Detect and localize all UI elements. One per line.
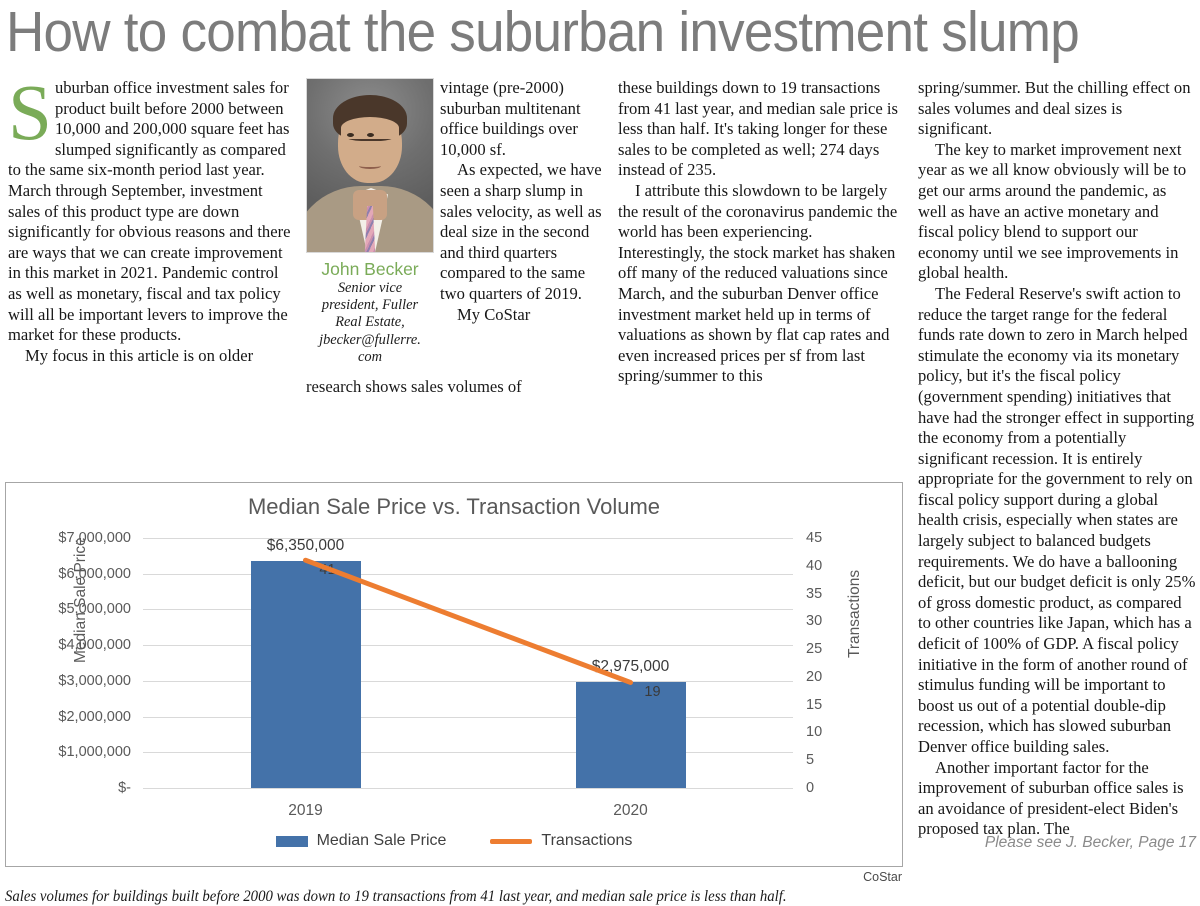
article-paragraph: As expected, we have seen a sharp slump … xyxy=(440,160,602,303)
chart-gridline xyxy=(143,573,793,575)
legend-label: Transactions xyxy=(541,832,633,849)
photo-eye-right xyxy=(367,133,374,137)
continued-notice: Please see J. Becker, Page 17 xyxy=(984,834,1196,851)
author-email-cont: com xyxy=(358,348,382,365)
chart-y-axis-right-title: Transactions xyxy=(846,569,863,658)
article-paragraph: these buildings down to 19 transactions … xyxy=(618,78,898,180)
chart-y-tick-left: $- xyxy=(118,780,131,796)
chart-y-tick-right: 45 xyxy=(806,530,823,546)
chart-y-tick-left: $2,000,000 xyxy=(58,708,131,725)
chart-gridline xyxy=(143,752,793,754)
chart-line-data-label: 41 xyxy=(319,562,336,579)
article-paragraph: The key to market improvement next year … xyxy=(918,139,1187,283)
chart-y-tick-right: 0 xyxy=(806,780,815,796)
article-paragraph: My CoStar xyxy=(457,304,531,324)
chart-y-tick-left: $1,000,000 xyxy=(58,744,131,761)
legend-line-swatch-icon xyxy=(490,838,533,844)
chart-gridline xyxy=(143,538,793,539)
article-column-2-wrap-line: research shows sales volumes of xyxy=(306,377,522,396)
paragraph-text: uburban office investment sales for prod… xyxy=(8,78,291,345)
chart-y-tick-left: $6,000,000 xyxy=(58,565,131,582)
page-title: How to combat the suburban investment sl… xyxy=(6,0,1080,64)
chart-y-tick-right: 10 xyxy=(806,724,823,741)
chart-y-tick-right: 30 xyxy=(806,613,823,630)
author-photo xyxy=(306,78,434,253)
chart-gridline xyxy=(143,645,793,647)
chart-y-tick-left: $4,000,000 xyxy=(58,637,131,654)
chart-x-tick: 2019 xyxy=(288,802,323,819)
chart-y-tick-right: 5 xyxy=(806,752,815,769)
chart-y-tick-left: $5,000,000 xyxy=(58,601,131,618)
drop-cap: S xyxy=(8,70,52,157)
legend-item-median-sale-price[interactable]: Median Sale Price xyxy=(275,832,447,850)
photo-eye-left xyxy=(347,133,354,137)
article-paragraph: Another important factor for the improve… xyxy=(918,757,1184,839)
chart-legend: Median Sale Price Transactions xyxy=(6,832,902,850)
photo-mouth xyxy=(359,163,381,169)
author-role: Senior vice president, Fuller Real Estat… xyxy=(306,280,434,366)
chart-bar[interactable] xyxy=(250,561,361,788)
chart-plot-area: $7,000,000 $6,000,000 $5,000,000 $4,000,000… xyxy=(58,530,822,819)
legend-label: Median Sale Price xyxy=(316,832,447,849)
chart-gridline xyxy=(143,716,793,718)
chart-caption: Sales volumes for buildings built before… xyxy=(5,888,787,905)
author-role-line: president, Fuller xyxy=(321,297,419,314)
article-paragraph: spring/summer. But the chilling effect o… xyxy=(918,78,1191,139)
chart-y-tick-left: $7,000,000 xyxy=(58,530,131,546)
chart-y-tick-right: 25 xyxy=(806,641,823,658)
article-column-2: vintage (pre-2000) suburban multitenant … xyxy=(440,78,608,325)
article-paragraph: My focus in this article is on older xyxy=(25,345,254,365)
chart-line-data-label: 19 xyxy=(644,684,661,701)
chart-gridline xyxy=(143,788,793,789)
chart-bar-data-label: $2,975,000 xyxy=(591,657,670,675)
chart-y-tick-right: 20 xyxy=(806,668,823,685)
chart-y-tick-right: 40 xyxy=(806,557,823,574)
chart-y-tick-right: 15 xyxy=(806,696,823,713)
legend-item-transactions[interactable]: Transactions xyxy=(490,832,632,850)
article-column-3: these buildings down to 19 transactions … xyxy=(618,78,900,387)
chart-figure: Median Sale Price vs. Transaction Volume… xyxy=(5,482,903,867)
author-email: jbecker@fullerre. xyxy=(319,331,421,348)
author-role-line: Senior vice xyxy=(337,280,403,296)
article-paragraph: The Federal Reserve's swift action to re… xyxy=(918,283,1196,756)
chart-y-tick-left: $3,000,000 xyxy=(58,672,131,689)
article-paragraph: I attribute this slowdown to be largely … xyxy=(618,180,898,386)
author-figure: John Becker Senior vice president, Fulle… xyxy=(306,78,434,366)
chart-gridline xyxy=(143,609,793,611)
photo-tie xyxy=(364,206,376,252)
author-name: John Becker xyxy=(321,259,419,279)
chart-gridline xyxy=(143,680,793,682)
chart-title: Median Sale Price vs. Transaction Volume xyxy=(247,494,661,519)
chart-y-tick-right: 35 xyxy=(806,585,823,602)
chart-bar-data-label: $6,350,000 xyxy=(266,537,345,555)
chart-credit: CoStar xyxy=(863,870,902,884)
author-role-line: Real Estate, xyxy=(335,314,405,331)
article-column-4: spring/summer. But the chilling effect o… xyxy=(918,78,1196,840)
legend-bar-swatch-icon xyxy=(275,835,308,847)
chart-bar[interactable] xyxy=(575,681,686,788)
chart-x-tick: 2020 xyxy=(613,802,648,819)
article-paragraph: vintage (pre-2000) suburban multitenant … xyxy=(440,78,581,159)
